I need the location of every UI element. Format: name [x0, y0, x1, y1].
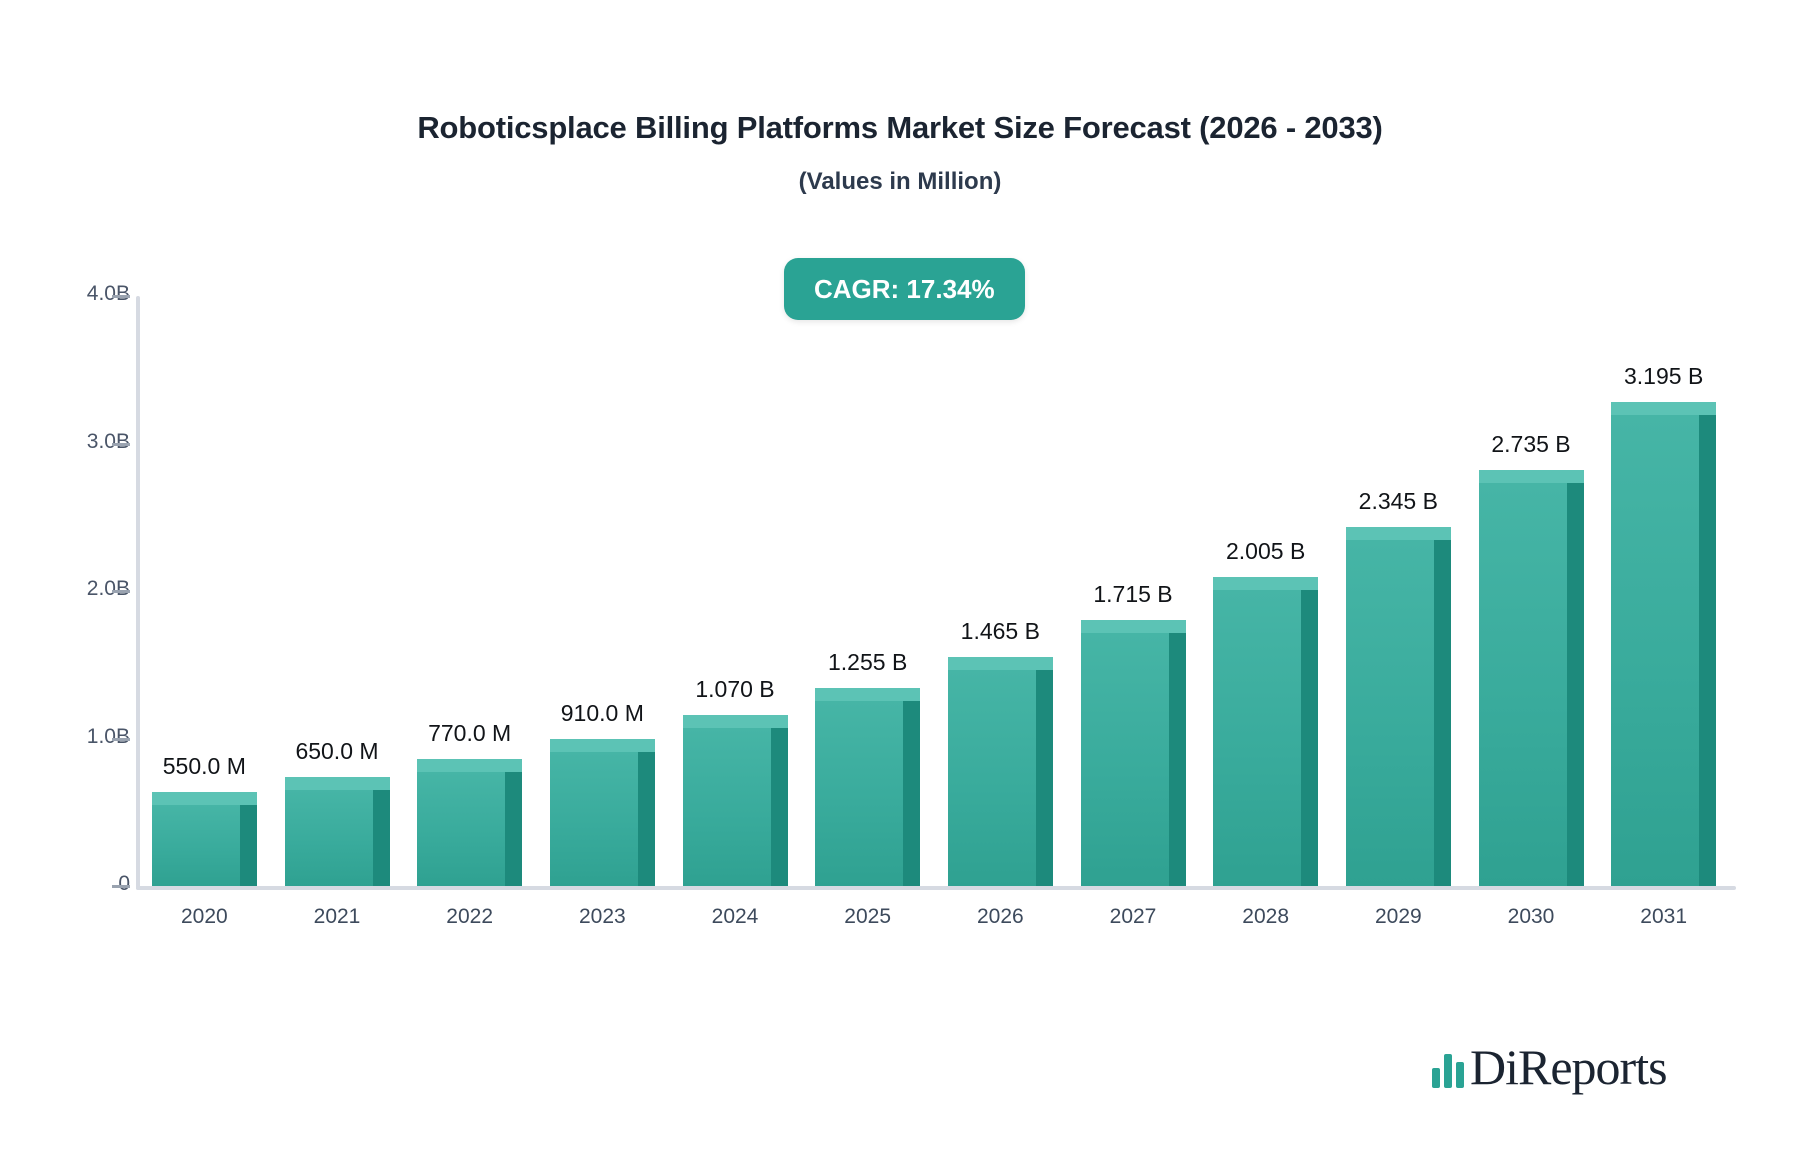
- bar-front-face: [1080, 633, 1169, 886]
- cagr-badge: CAGR: 17.34%: [784, 258, 1025, 320]
- y-axis-tick: 2.0B: [86, 577, 130, 600]
- bar-value-label: 1.255 B: [828, 648, 908, 675]
- y-axis-tick-mark: [112, 737, 130, 741]
- bar-top-face: [417, 759, 523, 773]
- y-axis-tick-mark: [112, 442, 130, 446]
- x-axis-tick: 2020: [180, 905, 228, 928]
- bar-side-face: [1433, 540, 1451, 886]
- bar-front-face: [682, 728, 771, 886]
- bar-value-label: 3.195 B: [1624, 362, 1704, 389]
- chart-title: Roboticsplace Billing Platforms Market S…: [417, 110, 1383, 145]
- bar-value-label: 550.0 M: [162, 752, 246, 779]
- x-axis-tick: 2022: [446, 905, 494, 928]
- bar-side-face: [239, 804, 257, 886]
- bar-value-label: 2.735 B: [1491, 430, 1571, 457]
- bar-value-label: 2.005 B: [1226, 538, 1306, 565]
- bar[interactable]: [815, 687, 921, 886]
- bar-value-label: 650.0 M: [295, 738, 379, 765]
- bar[interactable]: [417, 759, 523, 886]
- bar-top-face: [1611, 401, 1717, 415]
- y-axis-tick: 4.0B: [86, 282, 130, 305]
- bar-top-face: [1213, 577, 1319, 591]
- x-axis-tick: 2029: [1374, 905, 1422, 928]
- x-axis-tick: 2021: [313, 905, 361, 928]
- bar[interactable]: [151, 791, 257, 886]
- bar-top-face: [549, 738, 655, 752]
- bar-front-face: [417, 772, 506, 886]
- x-axis-tick: 2028: [1242, 905, 1290, 928]
- chart-subtitle: (Values in Million): [798, 168, 1002, 195]
- bar-side-face: [1168, 633, 1186, 886]
- bar-chart-icon: [1432, 1046, 1464, 1088]
- bar-front-face: [284, 790, 373, 886]
- cagr-badge-label: CAGR: 17.34%: [814, 273, 995, 304]
- bar[interactable]: [284, 777, 390, 886]
- bar-front-face: [947, 669, 1036, 886]
- bar-side-face: [903, 700, 921, 886]
- bar[interactable]: [682, 715, 788, 886]
- x-axis-tick: 2023: [578, 905, 626, 928]
- bar-side-face: [770, 728, 788, 886]
- bar-value-label: 910.0 M: [560, 699, 644, 726]
- x-axis-tick: 2025: [844, 905, 892, 928]
- bar[interactable]: [1611, 401, 1717, 886]
- bar-side-face: [1035, 669, 1053, 886]
- bar-front-face: [1345, 540, 1434, 886]
- y-axis-line: [136, 296, 140, 890]
- x-axis-tick: 2030: [1507, 905, 1555, 928]
- bar-top-face: [947, 656, 1053, 670]
- bar[interactable]: [947, 656, 1053, 886]
- bar-top-face: [284, 777, 390, 791]
- brand-logo: DiReports: [1432, 1038, 1668, 1096]
- bar[interactable]: [1478, 469, 1584, 886]
- y-axis-tick: 1.0B: [86, 724, 130, 748]
- bar-value-label: 770.0 M: [428, 720, 512, 747]
- bar-top-face: [1478, 469, 1584, 483]
- bar-side-face: [1301, 590, 1319, 886]
- bar[interactable]: [1345, 527, 1451, 886]
- y-axis-tick-mark: [112, 885, 130, 888]
- bar-front-face: [1213, 590, 1302, 886]
- bar-front-face: [151, 804, 240, 886]
- bar-side-face: [1566, 482, 1584, 886]
- x-axis-tick: 2027: [1109, 905, 1157, 928]
- x-axis-tick: 2024: [711, 905, 759, 928]
- x-axis-tick: 2026: [976, 905, 1024, 928]
- bar-front-face: [1478, 482, 1567, 886]
- bar-side-face: [372, 790, 390, 886]
- bar-top-face: [1080, 620, 1186, 634]
- bar-value-label: 1.070 B: [695, 676, 775, 703]
- x-axis-line: [136, 886, 1736, 890]
- bar-side-face: [505, 772, 523, 886]
- bar-value-label: 1.715 B: [1093, 581, 1173, 608]
- bar[interactable]: [1213, 577, 1319, 886]
- y-axis-tick: 3.0B: [86, 429, 130, 453]
- bar-front-face: [815, 700, 904, 886]
- bar-value-label: 2.345 B: [1358, 488, 1438, 515]
- y-axis-tick-mark: [112, 590, 130, 593]
- x-axis-tick: 2031: [1640, 905, 1688, 928]
- y-axis-tick-mark: [112, 295, 130, 298]
- y-axis-tick: 0: [118, 872, 130, 895]
- bar-side-face: [1699, 414, 1717, 886]
- bar[interactable]: [549, 738, 655, 886]
- bar-side-face: [637, 751, 655, 886]
- bar-value-label: 1.465 B: [960, 617, 1040, 644]
- bar-top-face: [815, 687, 921, 701]
- bar-top-face: [682, 715, 788, 729]
- bar-front-face: [549, 751, 638, 886]
- bar-top-face: [151, 791, 257, 805]
- bar[interactable]: [1080, 620, 1186, 886]
- brand-name: DiReports: [1470, 1039, 1668, 1095]
- bar-front-face: [1611, 414, 1700, 886]
- bar-top-face: [1345, 527, 1451, 541]
